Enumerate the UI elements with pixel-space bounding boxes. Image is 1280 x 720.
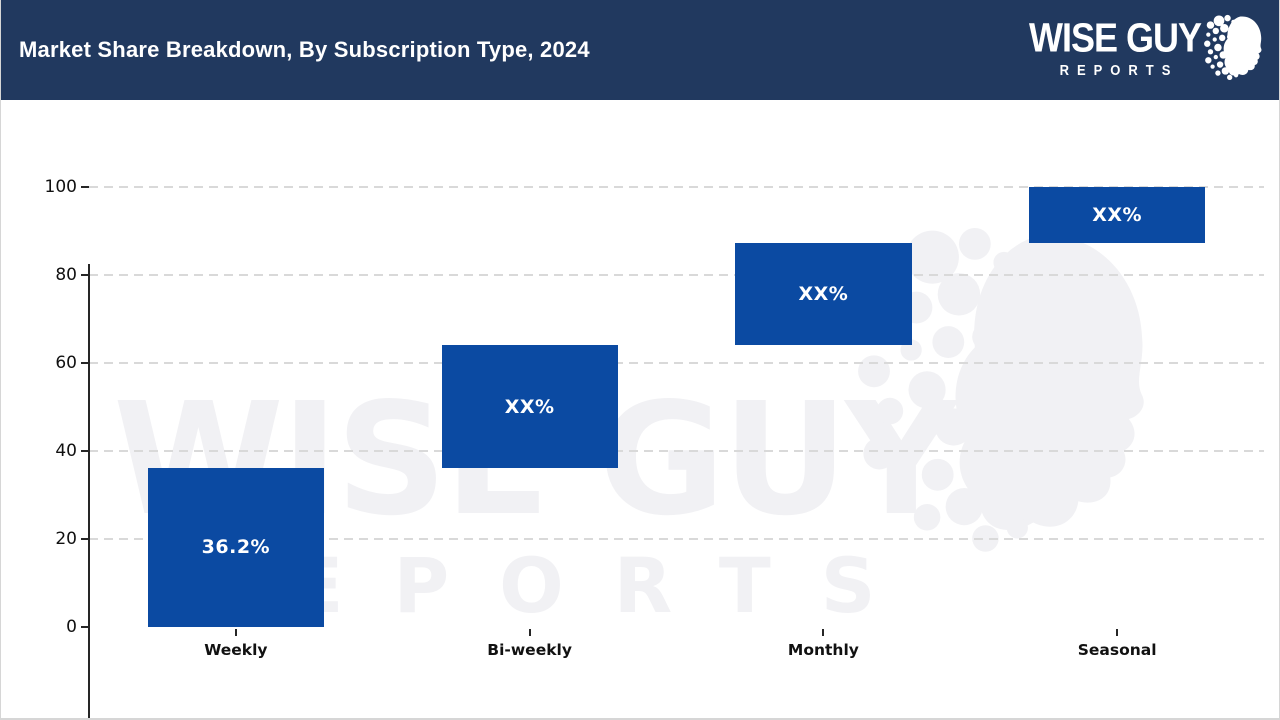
y-gridline [89, 186, 1264, 188]
x-category-label: Monthly [787, 641, 859, 659]
y-tick-mark [81, 626, 89, 628]
x-tick-mark [234, 629, 237, 636]
logo-wordmark: WISE GUY [1028, 14, 1202, 61]
header: Market Share Breakdown, By Subscription … [1, 0, 1279, 100]
x-category-label: Seasonal [1077, 641, 1157, 659]
y-tick-label: 60 [55, 353, 77, 373]
y-axis-line [88, 264, 90, 718]
y-gridline [89, 362, 1264, 364]
y-tick-label: 40 [55, 441, 77, 461]
y-tick-mark [81, 450, 89, 452]
logo-text: WISE GUY REPORTS [1028, 14, 1202, 79]
y-gridline [89, 538, 1264, 540]
bar-weekly: 36.2% [147, 467, 324, 627]
y-tick-mark [81, 274, 89, 276]
y-tick-label: 80 [55, 265, 77, 285]
plot-area: 0 20 40 60 80 100 36.2% Weekly XX% Bi-weekly XX% Mo… [1, 100, 1279, 718]
bar-seasonal: XX% [1029, 187, 1206, 244]
y-tick-label: 100 [44, 177, 77, 197]
bar-bi-weekly: XX% [441, 345, 618, 468]
page-title: Market Share Breakdown, By Subscription … [19, 37, 590, 62]
x-tick-mark [528, 629, 531, 636]
y-tick-mark [81, 538, 89, 540]
bar-value-label: XX% [504, 395, 555, 418]
bar-value-label: XX% [798, 283, 849, 306]
bar-monthly: XX% [735, 243, 912, 346]
wise-guy-logo: WISE GUY REPORTS [1029, 6, 1267, 90]
y-tick-label: 0 [66, 617, 77, 637]
y-gridline [89, 450, 1264, 452]
x-tick-mark [1116, 629, 1119, 636]
y-tick-mark [81, 186, 89, 188]
x-category-label: Weekly [204, 641, 268, 659]
logo-subtext: REPORTS [1059, 61, 1179, 79]
y-gridline [89, 274, 1264, 276]
y-tick-label: 20 [55, 529, 77, 549]
x-tick-mark [822, 629, 825, 636]
bar-value-label: 36.2% [201, 536, 271, 559]
x-category-label: Bi-weekly [487, 641, 572, 659]
bar-value-label: XX% [1092, 204, 1143, 227]
logo-head-icon [1203, 6, 1267, 90]
y-tick-mark [81, 362, 89, 364]
